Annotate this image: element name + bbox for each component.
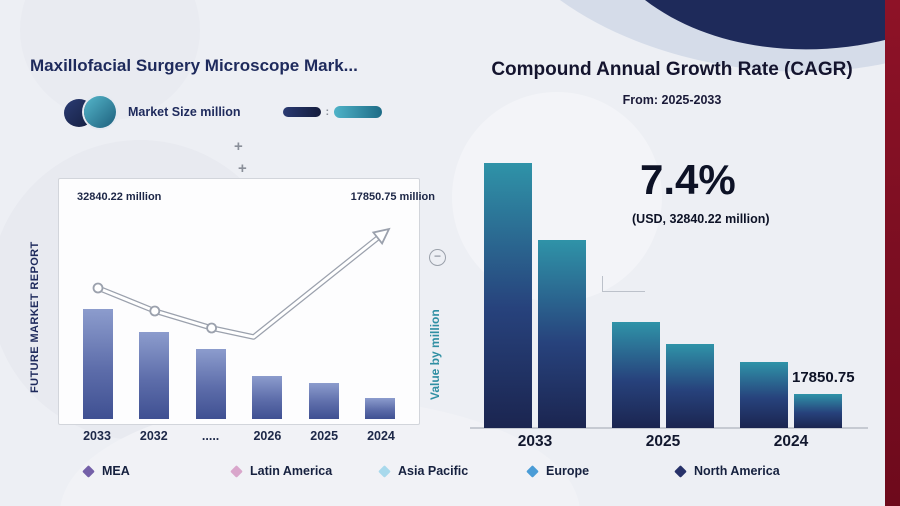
right-edge-red-strip [885, 0, 900, 506]
cagr-title: Compound Annual Growth Rate (CAGR) [491, 59, 853, 80]
legend-diamond-icon [378, 464, 391, 478]
page-title: Maxillofacial Surgery Microscope Mark... [30, 56, 358, 75]
chart-max-value-label: 32840.22 million [77, 191, 162, 203]
legend-item-north-america: North America [674, 464, 824, 478]
legend-diamond-icon [82, 464, 95, 478]
left-x-label: ..... [201, 429, 220, 443]
right-chart-group-2025: 2025 [612, 322, 714, 454]
legend-item-europe: Europe [526, 464, 676, 478]
right-x-label: 2025 [645, 433, 681, 450]
right-chart-group-2024: 2024 [740, 362, 842, 454]
left-bar-2032 [139, 332, 170, 419]
left-x-label: 2026 [253, 429, 282, 443]
right-bar-2025-series-2 [666, 344, 714, 428]
right-bar-2033-series-2 [538, 240, 586, 428]
minus-circle-icon: − [429, 249, 446, 266]
market-size-cylinder-icon [64, 95, 118, 129]
legend-label: MEA [102, 464, 130, 478]
left-bar-..... [195, 349, 226, 419]
chart-end-value-label: 17850.75 million [350, 191, 435, 203]
cagr-note: (USD, 32840.22 million) [632, 212, 770, 226]
left-x-label: 2024 [367, 429, 395, 443]
left-x-label: 2033 [83, 429, 111, 443]
region-legend: MEA Latin America Asia Pacific Europe North … [82, 464, 824, 478]
legend-label: North America [694, 464, 780, 478]
market-size-chart: 32840.22 million 17850.75 million [58, 178, 435, 425]
cagr-chart: 2033 2025 2024 [472, 160, 868, 454]
cagr-value: 7.4% [640, 156, 736, 203]
right-bar-2024-series-2 [794, 394, 842, 428]
value-annotation: 17850.75 [792, 369, 855, 386]
legend-diamond-icon [526, 464, 539, 478]
ratio-pill-navy-icon [282, 107, 321, 117]
right-x-label: 2033 [517, 433, 553, 450]
value-axis-label: Value by million [428, 309, 442, 401]
market-size-legend-label: Market Size million [128, 105, 241, 119]
plus-decor-icon: + [238, 160, 247, 177]
right-bar-2024-series-1 [740, 362, 788, 428]
left-chart-bars [83, 309, 395, 419]
step-line-decor [602, 276, 645, 292]
right-bar-2033-series-1 [484, 163, 532, 428]
right-bar-2025-series-1 [612, 322, 660, 428]
market-size-legend: Market Size million : [64, 94, 383, 130]
future-market-report-watermark: FUTURE MARKET REPORT [29, 241, 41, 393]
legend-item-latin-america: Latin America [230, 464, 380, 478]
legend-label: Asia Pacific [398, 464, 469, 478]
left-bar-2026 [252, 376, 283, 419]
ratio-colon: : [325, 106, 330, 118]
plus-decor-icon: + [234, 138, 243, 155]
left-bar-2025 [308, 383, 339, 419]
right-chart-group-2033: 2033 [484, 163, 586, 454]
cagr-subtitle: From: 2025-2033 [622, 93, 722, 107]
legend-label: Latin America [250, 464, 333, 478]
right-x-label: 2024 [773, 433, 809, 450]
legend-item-mea: MEA [82, 464, 232, 478]
left-bar-2033 [83, 309, 113, 419]
legend-item-asia-pacific: Asia Pacific [378, 464, 528, 478]
left-x-label: 2032 [139, 429, 168, 443]
left-x-label: 2025 [310, 429, 339, 443]
ratio-pill-teal-icon [334, 106, 383, 118]
left-chart-x-axis: 2033 2032..... 2026 2025 2024 [58, 429, 420, 443]
legend-label: Europe [546, 464, 590, 478]
legend-diamond-icon [674, 464, 687, 478]
left-bar-2024 [364, 398, 395, 419]
legend-diamond-icon [230, 464, 243, 478]
